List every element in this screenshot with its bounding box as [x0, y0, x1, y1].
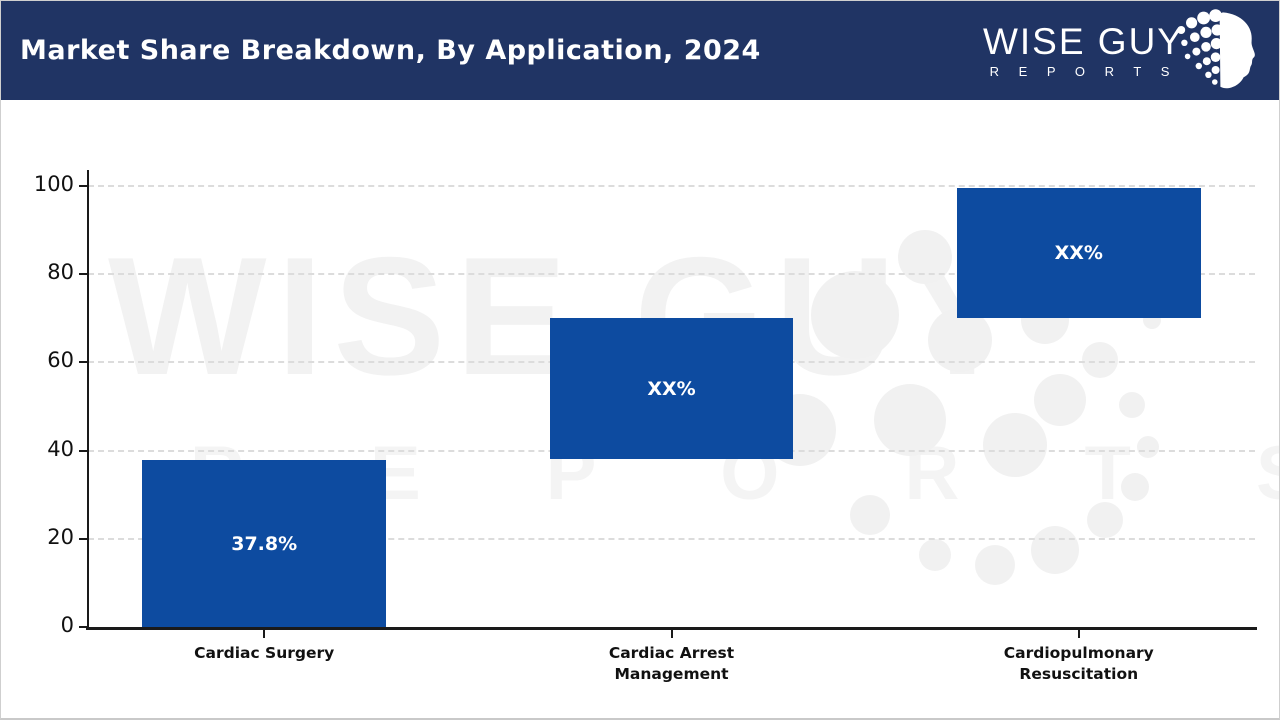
x-category-label: Cardiac Arrest Management: [608, 644, 735, 683]
y-tick-label: 40: [47, 436, 74, 461]
bar-value-label: XX%: [647, 377, 696, 400]
gridline: [88, 185, 1255, 187]
logo-text: WISE GUY R E P O R T S: [983, 21, 1184, 79]
page-title: Market Share Breakdown, By Application, …: [20, 34, 761, 66]
x-category-label: Cardiopulmonary Resuscitation: [1003, 644, 1154, 683]
y-tick-label: 20: [47, 524, 74, 549]
y-tick-mark: [79, 273, 87, 276]
y-tick-label: 0: [60, 613, 74, 637]
gridline: [88, 273, 1255, 276]
gridline: [88, 537, 1255, 540]
bar-3: XX%: [956, 188, 1201, 319]
y-tick-mark: [79, 361, 87, 364]
x-tick-mark: [263, 630, 266, 638]
y-tick-mark: [79, 185, 87, 187]
wise-guy-reports-logo: WISE GUY R E P O R T S: [983, 6, 1266, 94]
dotted-head-logo-icon: [1177, 9, 1255, 89]
y-tick-label: 80: [47, 260, 74, 285]
logo-wordmark: WISE GUY: [982, 21, 1184, 62]
y-axis-line: [87, 170, 89, 629]
x-tick-mark: [670, 630, 673, 638]
x-category-label: Cardiac Surgery: [194, 644, 335, 662]
logo-subtext: R E P O R T S: [989, 64, 1178, 79]
y-tick-mark: [79, 626, 87, 628]
bar-2: XX%: [549, 318, 794, 460]
x-tick-mark: [1077, 630, 1080, 638]
x-axis-line: [86, 627, 1257, 630]
y-tick-label: 100: [33, 172, 74, 196]
y-tick-label: 60: [47, 348, 74, 373]
bar-1: 37.8%: [142, 460, 387, 627]
y-tick-mark: [79, 537, 87, 540]
bar-value-label: XX%: [1054, 242, 1103, 265]
header-banner: Market Share Breakdown, By Application, …: [0, 0, 1280, 100]
bar-value-label: 37.8%: [231, 532, 298, 555]
y-tick-mark: [79, 449, 87, 452]
chart-plot-area: WISE GUY R E P O R T S 0 20 40 60 80 100 37.8%…: [0, 100, 1280, 720]
